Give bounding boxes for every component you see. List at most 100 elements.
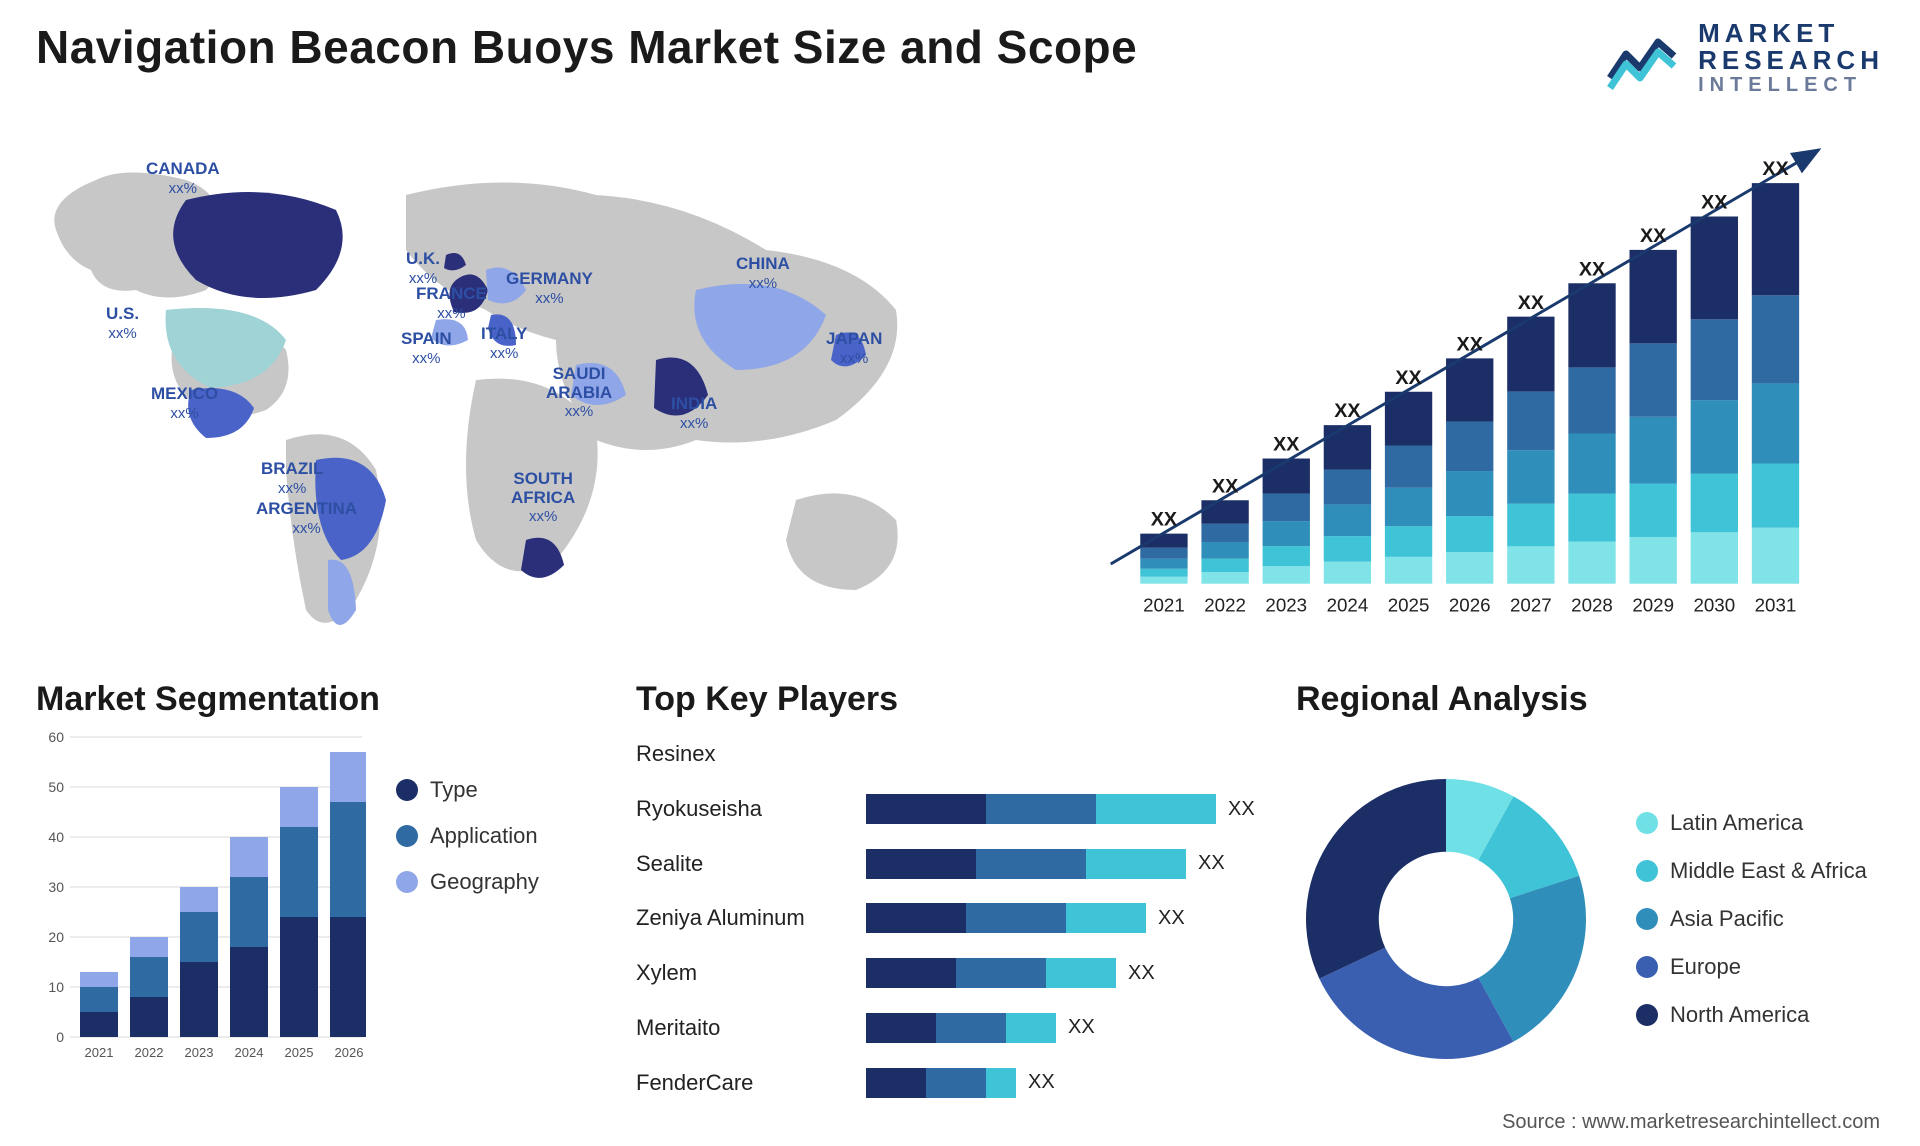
legend-item: Type <box>396 777 539 803</box>
map-label: GERMANYxx% <box>506 270 593 307</box>
legend-swatch <box>1636 908 1658 930</box>
svg-text:40: 40 <box>48 829 64 845</box>
player-bar-row: XX <box>866 794 1256 824</box>
player-bar-value: XX <box>1128 962 1155 985</box>
map-label: ITALYxx% <box>481 325 527 362</box>
regional-legend: Latin America Middle East & Africa Asia Pa… <box>1636 810 1867 1028</box>
player-bar-value: XX <box>1228 798 1255 821</box>
player-bar-segment <box>936 1013 1006 1043</box>
logo-text-2: RESEARCH <box>1698 47 1884 74</box>
player-bar <box>866 958 1116 988</box>
players-title: Top Key Players <box>636 680 1256 719</box>
player-bar <box>866 1068 1016 1098</box>
source-attribution: Source : www.marketresearchintellect.com <box>1502 1111 1880 1134</box>
player-bar-segment <box>866 849 976 879</box>
svg-text:2021: 2021 <box>1143 594 1185 615</box>
legend-label: Asia Pacific <box>1670 906 1784 932</box>
player-bar-segment <box>1066 903 1146 933</box>
legend-item: Application <box>396 823 539 849</box>
top-row: CANADAxx% U.S.xx% MEXICOxx% BRAZILxx%ARGENT… <box>36 130 1884 650</box>
player-bar-segment <box>1096 794 1216 824</box>
map-label: CANADAxx% <box>146 160 220 197</box>
svg-text:2026: 2026 <box>1449 594 1491 615</box>
segmentation-chart: 0102030405060202120222023202420252026 <box>36 727 366 1067</box>
svg-text:2024: 2024 <box>1327 594 1369 615</box>
legend-swatch <box>1636 1004 1658 1026</box>
svg-text:XX: XX <box>1579 258 1605 280</box>
legend-swatch <box>1636 860 1658 882</box>
player-bar-row: XX <box>866 1068 1256 1098</box>
segmentation-panel: Market Segmentation 01020304050602021202… <box>36 680 596 1110</box>
map-label: BRAZILxx% <box>261 460 323 497</box>
regional-title: Regional Analysis <box>1296 680 1884 719</box>
svg-text:2026: 2026 <box>335 1045 364 1060</box>
players-bars: XX XX XX XX XX XX <box>866 727 1256 1110</box>
map-label: SOUTHAFRICAxx% <box>511 470 575 526</box>
legend-item: Geography <box>396 869 539 895</box>
legend-item: North America <box>1636 1002 1867 1028</box>
player-name: Resinex <box>636 741 836 767</box>
map-label: U.K.xx% <box>406 250 440 287</box>
map-label: MEXICOxx% <box>151 385 218 422</box>
logo-icon <box>1606 24 1684 92</box>
segmentation-legend: Type Application Geography <box>396 727 539 895</box>
player-bar-segment <box>866 794 986 824</box>
legend-swatch <box>396 779 418 801</box>
player-bar <box>866 1013 1056 1043</box>
legend-item: Europe <box>1636 954 1867 980</box>
svg-text:20: 20 <box>48 929 64 945</box>
svg-text:2022: 2022 <box>1204 594 1246 615</box>
legend-label: Middle East & Africa <box>1670 858 1867 884</box>
player-bar <box>866 794 1216 824</box>
legend-label: Europe <box>1670 954 1741 980</box>
legend-swatch <box>396 871 418 893</box>
map-label: ARGENTINAxx% <box>256 500 357 537</box>
player-name: Meritaito <box>636 1015 836 1041</box>
player-bar-row: XX <box>866 903 1256 933</box>
player-name: Zeniya Aluminum <box>636 905 836 931</box>
player-bar-segment <box>1086 849 1186 879</box>
svg-text:2022: 2022 <box>135 1045 164 1060</box>
growth-chart-panel: 2021202220232024202520262027202820292030… <box>1016 130 1884 650</box>
legend-label: Type <box>430 777 478 803</box>
svg-text:2025: 2025 <box>285 1045 314 1060</box>
map-label: U.S.xx% <box>106 305 139 342</box>
logo-text-3: INTELLECT <box>1698 75 1884 96</box>
player-bar-segment <box>986 1068 1016 1098</box>
player-bar-value: XX <box>1068 1016 1095 1039</box>
svg-text:XX: XX <box>1334 400 1360 422</box>
player-bar-row <box>866 739 1256 769</box>
player-bar-segment <box>866 903 966 933</box>
player-bar-row: XX <box>866 849 1256 879</box>
player-bar-segment <box>1006 1013 1056 1043</box>
svg-text:XX: XX <box>1273 434 1299 456</box>
player-bar-value: XX <box>1158 907 1185 930</box>
player-name: Sealite <box>636 851 836 877</box>
svg-text:XX: XX <box>1640 225 1666 247</box>
legend-item: Latin America <box>1636 810 1867 836</box>
svg-text:2031: 2031 <box>1755 594 1797 615</box>
legend-swatch <box>396 825 418 847</box>
regional-donut <box>1296 769 1596 1069</box>
players-labels: ResinexRyokuseishaSealiteZeniya Aluminum… <box>636 727 836 1110</box>
legend-swatch <box>1636 956 1658 978</box>
map-label: FRANCExx% <box>416 285 487 322</box>
map-label: JAPANxx% <box>826 330 882 367</box>
segmentation-title: Market Segmentation <box>36 680 596 719</box>
svg-text:2028: 2028 <box>1571 594 1613 615</box>
map-label: SPAINxx% <box>401 330 452 367</box>
player-bar-value: XX <box>1028 1071 1055 1094</box>
legend-item: Middle East & Africa <box>1636 858 1867 884</box>
player-bar-segment <box>986 794 1096 824</box>
page-title: Navigation Beacon Buoys Market Size and … <box>36 20 1137 74</box>
bottom-row: Market Segmentation 01020304050602021202… <box>36 680 1884 1110</box>
player-bar-value: XX <box>1198 852 1225 875</box>
svg-text:XX: XX <box>1457 333 1483 355</box>
player-name: FenderCare <box>636 1070 836 1096</box>
growth-chart: 2021202220232024202520262027202820292030… <box>1016 130 1884 623</box>
svg-text:10: 10 <box>48 979 64 995</box>
map-label: SAUDIARABIAxx% <box>546 365 612 421</box>
player-bar-segment <box>866 958 956 988</box>
svg-text:2027: 2027 <box>1510 594 1552 615</box>
player-bar <box>866 849 1186 879</box>
